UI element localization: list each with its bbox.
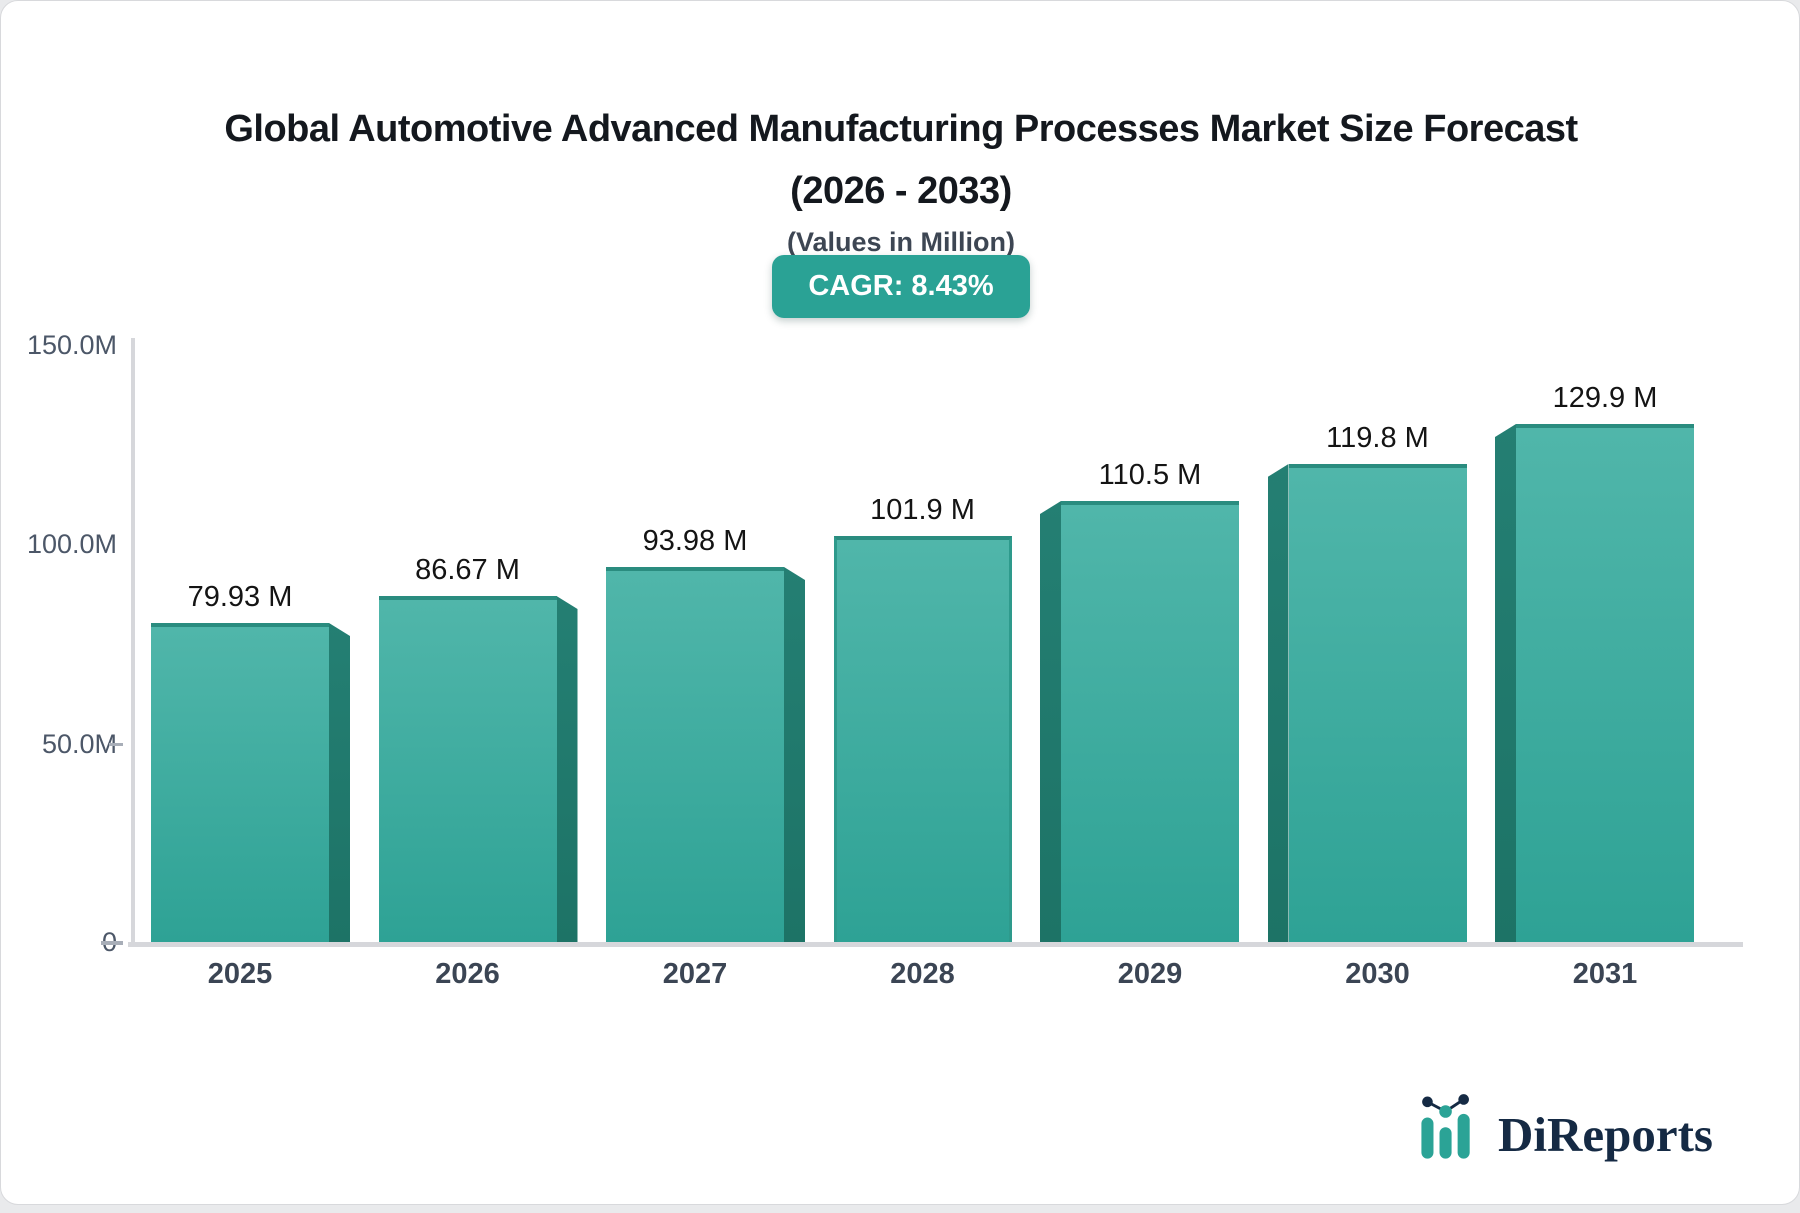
cagr-badge: CAGR: 8.43% — [772, 255, 1030, 318]
bar-face — [1061, 501, 1239, 942]
bar-value-label: 79.93 M — [187, 581, 293, 613]
x-axis-label: 2026 — [435, 958, 500, 990]
x-axis-label: 2031 — [1572, 958, 1638, 990]
logo-bar-chart-icon — [1421, 1094, 1470, 1159]
x-axis-label: 2028 — [890, 958, 955, 990]
bar-value-label: 101.9 M — [870, 494, 975, 526]
x-axis-label: 2030 — [1345, 958, 1410, 990]
y-axis-label: 0 — [1, 926, 117, 958]
bar-side-shade — [1040, 501, 1061, 942]
bar-face — [1516, 424, 1694, 942]
x-axis-label: 2027 — [662, 958, 728, 990]
bar-side-shade — [784, 567, 805, 942]
x-axis-label: 2029 — [1117, 958, 1183, 990]
y-axis-label: 50.0M — [41, 729, 117, 759]
x-axis-label: 2025 — [207, 958, 273, 990]
bar-face — [151, 623, 329, 942]
x-axis-line — [128, 942, 1743, 947]
chart-title-range: (2026 - 2033) — [790, 170, 1012, 212]
logo-text: DiReports — [1497, 1107, 1713, 1162]
bar-value-label: 110.5 M — [1098, 459, 1202, 491]
y-axis-label: 150.0M — [26, 330, 117, 360]
cagr-badge-wrap: CAGR: 8.43% — [1, 255, 1800, 318]
bar-value-label: 86.67 M — [415, 554, 520, 586]
y-tick-dash — [109, 743, 123, 746]
bar-value-label: 119.8 M — [1326, 422, 1429, 454]
bar-side-shade — [1495, 424, 1516, 942]
bar-face — [1288, 464, 1467, 942]
logo: DiReports — [1418, 1091, 1713, 1161]
bar-face — [606, 567, 784, 942]
bar-side-shade — [556, 596, 578, 942]
bar-side-shade — [329, 623, 350, 942]
y-tick-dash — [101, 941, 123, 945]
bar-value-label: 129.9 M — [1552, 382, 1658, 414]
bar-face — [833, 536, 1012, 942]
chart-subtitle: (Values in Million) — [786, 227, 1016, 257]
bar-side-shade — [1267, 464, 1289, 942]
chart-title: Global Automotive Advanced Manufacturing… — [224, 108, 1578, 150]
bar-face — [378, 596, 557, 942]
y-axis-label: 100.0M — [26, 529, 117, 559]
y-axis-line — [131, 338, 135, 947]
bar-value-label: 93.98 M — [642, 525, 748, 557]
